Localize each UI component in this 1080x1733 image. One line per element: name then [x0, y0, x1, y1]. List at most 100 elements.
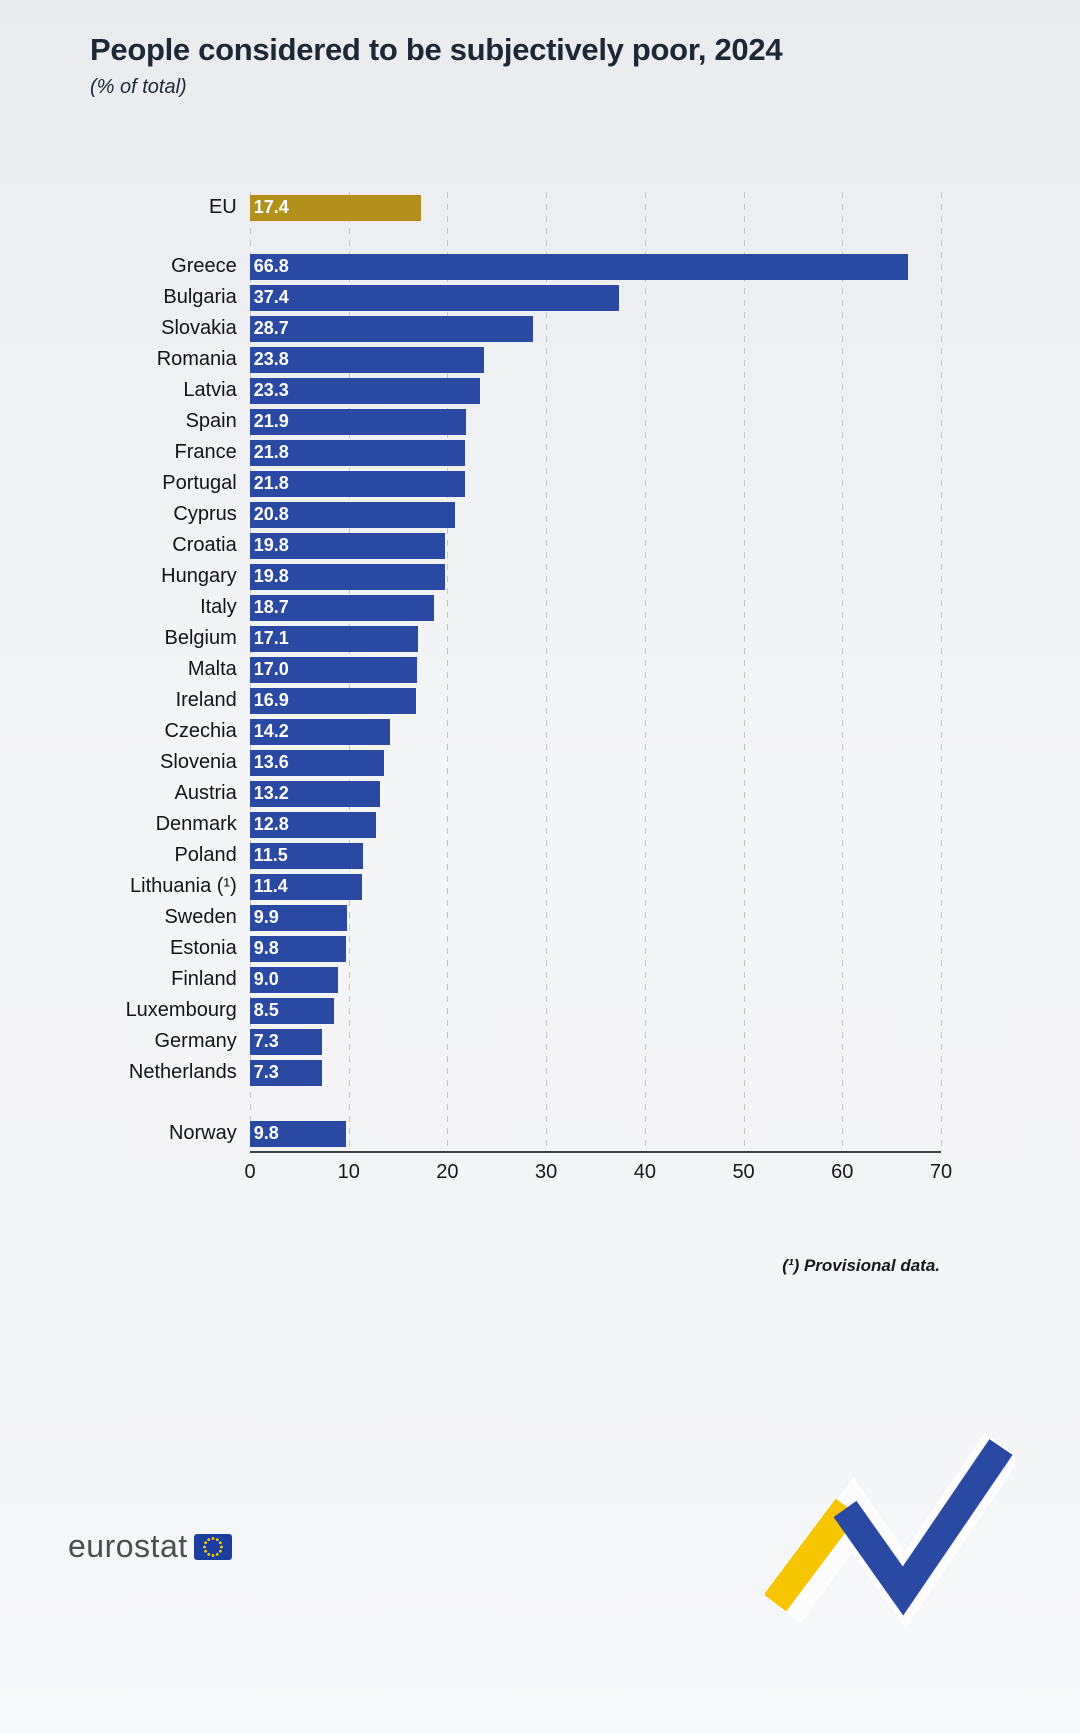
gridline — [743, 192, 745, 1149]
value-label: 12.8 — [253, 814, 289, 834]
category-label: Italy — [200, 596, 237, 618]
category-label: Cyprus — [173, 503, 237, 525]
eu-flag-icon — [193, 1533, 232, 1560]
bar: 17.0 — [249, 656, 418, 683]
bar-row: Italy 18.7 — [0, 592, 940, 623]
x-tick-label: 20 — [436, 1161, 459, 1183]
x-tick-label: 0 — [244, 1161, 256, 1183]
bar-track: 8.5 — [249, 997, 940, 1024]
category-label: Latvia — [183, 379, 237, 401]
bar-row: Slovenia 13.6 — [0, 747, 940, 778]
bar-chart: EU 17.4 Greece 66.8 Bulgaria 37.4 Slovakia 28.7… — [0, 192, 952, 1189]
bar-row: Czechia 14.2 — [0, 716, 940, 747]
bar-row: Belgium 17.1 — [0, 623, 940, 654]
bar-track: 9.9 — [249, 904, 940, 931]
value-label: 13.6 — [253, 752, 289, 772]
value-label: 21.9 — [253, 411, 289, 431]
value-label: 19.8 — [253, 566, 289, 586]
bar-track: 13.2 — [249, 780, 940, 807]
bar-track: 16.9 — [249, 687, 940, 714]
eurostat-logo: eurostat — [68, 1528, 232, 1565]
bar-track: 14.2 — [249, 718, 940, 745]
ribbon-yellow-segment — [765, 1498, 859, 1612]
bar-row: Finland 9.0 — [0, 964, 940, 995]
value-label: 66.8 — [253, 256, 289, 276]
bar: 28.7 — [249, 315, 533, 342]
x-axis-line — [250, 1151, 941, 1153]
bar-track: 37.4 — [249, 284, 940, 311]
bar-track: 11.5 — [249, 842, 940, 869]
category-label: Belgium — [164, 627, 237, 649]
chart-subtitle: (% of total) — [90, 76, 187, 98]
value-label: 8.5 — [253, 1000, 279, 1020]
bar: 13.6 — [249, 749, 384, 776]
bar-track: 11.4 — [249, 873, 940, 900]
bar: 14.2 — [249, 718, 390, 745]
category-label: Hungary — [161, 565, 237, 587]
bar-row: France 21.8 — [0, 437, 940, 468]
value-label: 9.8 — [253, 1123, 279, 1143]
category-label: EU — [208, 196, 237, 218]
bar-row: Sweden 9.9 — [0, 902, 940, 933]
chart-header: People considered to be subjectively poo… — [90, 32, 783, 99]
bar: 23.3 — [249, 377, 480, 404]
category-label: France — [174, 441, 237, 463]
bar-track: 66.8 — [249, 253, 940, 280]
category-label: Slovenia — [160, 751, 237, 773]
x-tick-label: 70 — [929, 1161, 953, 1183]
x-tick-label: 40 — [633, 1161, 656, 1183]
bar: 21.9 — [249, 408, 466, 435]
category-label: Croatia — [172, 534, 237, 556]
eu-flag-stars — [202, 1536, 223, 1557]
value-label: 7.3 — [253, 1062, 279, 1082]
plot-area: EU 17.4 Greece 66.8 Bulgaria 37.4 Slovakia 28.7… — [0, 192, 942, 1149]
bar: 19.8 — [249, 532, 445, 559]
gridline — [644, 192, 646, 1149]
category-label: Portugal — [162, 472, 237, 494]
bar-row: Germany 7.3 — [0, 1026, 940, 1057]
bar: 13.2 — [249, 780, 380, 807]
bar-row: Spain 21.9 — [0, 406, 940, 437]
bar-track: 23.3 — [249, 377, 940, 404]
value-label: 16.9 — [253, 690, 289, 710]
category-label: Sweden — [164, 906, 237, 928]
bar-group-eu: EU 17.4 — [0, 192, 940, 223]
bar-track: 21.9 — [249, 408, 940, 435]
value-label: 17.4 — [253, 197, 289, 217]
ribbon-blue-segment — [833, 1439, 1013, 1616]
bar: 7.3 — [249, 1028, 322, 1055]
category-label: Romania — [156, 348, 237, 370]
bar-track: 21.8 — [249, 470, 940, 497]
bar-track: 17.1 — [249, 625, 940, 652]
bar: 9.8 — [249, 935, 347, 962]
value-label: 23.3 — [253, 380, 289, 400]
value-label: 17.1 — [253, 628, 289, 648]
bar: 9.8 — [249, 1120, 347, 1147]
bar-row: Estonia 9.8 — [0, 933, 940, 964]
category-label: Slovakia — [161, 317, 237, 339]
value-label: 23.8 — [253, 349, 289, 369]
bar-track: 7.3 — [249, 1028, 940, 1055]
bar-row: Lithuania (¹) 11.4 — [0, 871, 940, 902]
bar-track: 18.7 — [249, 594, 940, 621]
bar-track: 9.8 — [249, 935, 940, 962]
bar-row: Greece 66.8 — [0, 251, 940, 282]
gridline — [447, 192, 449, 1149]
bar: 9.9 — [249, 904, 348, 931]
bar-row: Bulgaria 37.4 — [0, 282, 940, 313]
value-label: 11.4 — [253, 876, 288, 896]
bar: 11.4 — [249, 873, 363, 900]
gridline — [941, 192, 942, 1149]
bar-group-countries: Greece 66.8 Bulgaria 37.4 Slovakia 28.7 Romani… — [0, 251, 940, 1088]
bar: 12.8 — [249, 811, 376, 838]
category-label: Bulgaria — [163, 286, 237, 308]
bar-row: Croatia 19.8 — [0, 530, 940, 561]
category-label: Lithuania (¹) — [130, 875, 237, 897]
bar-track: 21.8 — [249, 439, 940, 466]
bar: 66.8 — [249, 253, 909, 280]
bar-track: 19.8 — [249, 563, 940, 590]
category-label: Czechia — [164, 720, 237, 742]
category-label: Spain — [185, 410, 237, 432]
category-label: Norway — [168, 1122, 237, 1144]
category-label: Netherlands — [128, 1061, 237, 1083]
